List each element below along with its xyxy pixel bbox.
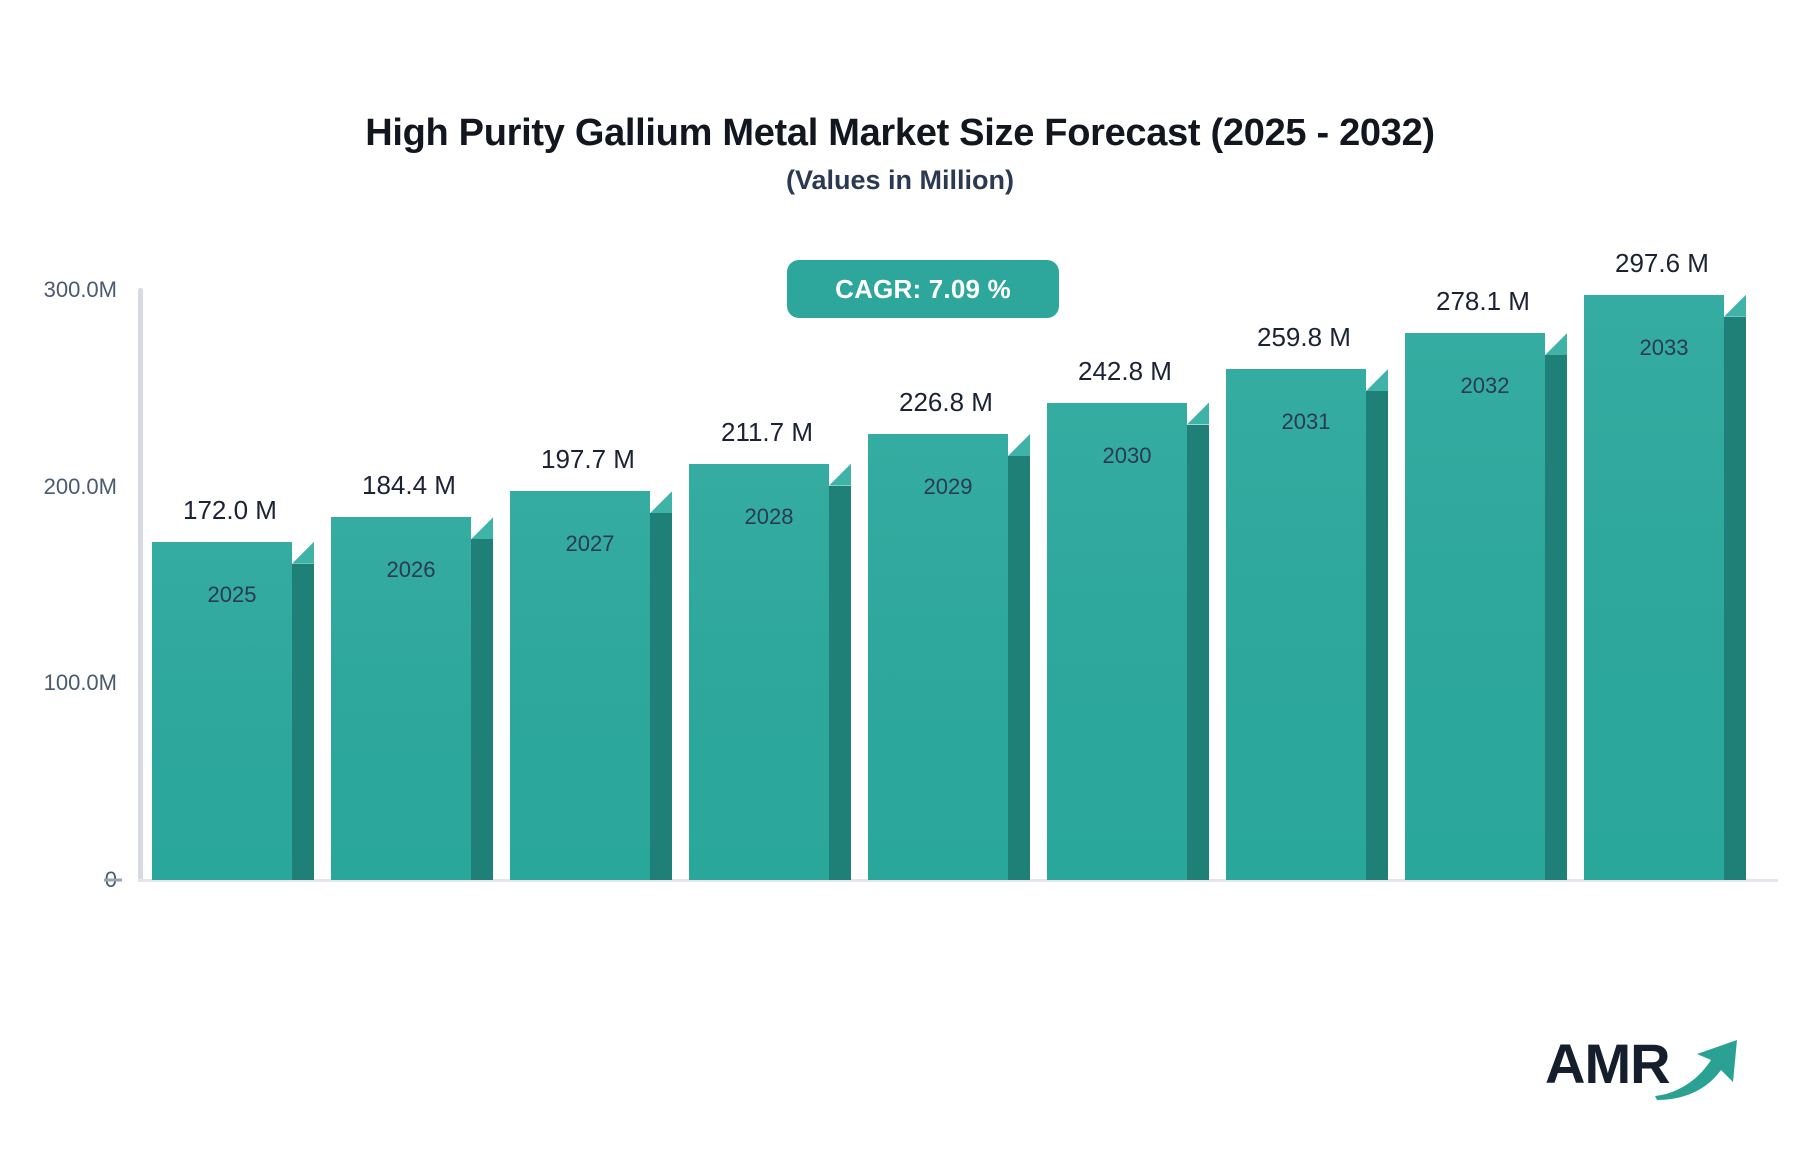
bar-group[interactable]: 172.0 M 2025	[152, 495, 314, 880]
bar-side-face	[292, 563, 314, 880]
y-axis-tick-label: 300.0M	[43, 277, 117, 302]
bar-value-label: 297.6 M	[1615, 247, 1709, 278]
x-axis-line	[138, 879, 1778, 882]
x-axis-tick-label: 2027	[565, 531, 615, 557]
bar-group[interactable]: 184.4 M 2026	[331, 470, 493, 880]
bar-front-face	[868, 433, 1008, 880]
bar-top-face	[1724, 294, 1746, 317]
y-axis-line	[138, 288, 143, 882]
bar-side-face	[829, 485, 851, 880]
x-axis-tick-label: 2032	[1460, 373, 1510, 399]
bar-front-face	[152, 541, 292, 880]
amr-logo-text: AMR	[1545, 1032, 1671, 1095]
bar-side-face	[1545, 355, 1567, 880]
bar-front-face	[1047, 402, 1187, 880]
x-axis-tick-label: 2025	[207, 581, 257, 607]
bar-side-face	[1008, 455, 1030, 880]
bar-front-face	[510, 491, 650, 880]
bar-front-face	[1226, 369, 1366, 880]
y-axis-tick-label: 200.0M	[43, 473, 117, 499]
trend-up-arrow-icon	[1655, 1040, 1737, 1100]
bar-front-face	[1584, 294, 1724, 880]
x-axis-tick-label: 2030	[1102, 442, 1152, 468]
x-axis-tick-label: 2026	[386, 557, 436, 583]
bar-value-label: 197.7 M	[541, 444, 635, 475]
cagr-badge: CAGR: 7.09 %	[787, 260, 1059, 318]
bar-side-face	[1366, 391, 1388, 880]
bar-side-face	[1187, 424, 1209, 880]
bar-side-face	[471, 539, 493, 880]
bar-group[interactable]: 259.8 M 2031	[1226, 322, 1388, 880]
bar-value-label: 226.8 M	[899, 386, 993, 417]
cagr-badge-label: CAGR: 7.09 %	[835, 273, 1011, 304]
bar-side-face	[650, 513, 672, 880]
bar-group[interactable]: 197.7 M 2027	[510, 444, 672, 880]
bar-value-label: 278.1 M	[1436, 286, 1530, 317]
x-axis-tick-label: 2028	[744, 503, 794, 529]
bar-value-label: 184.4 M	[362, 470, 456, 501]
bar-front-face	[689, 463, 829, 880]
chart-title: High Purity Gallium Metal Market Size Fo…	[365, 112, 1435, 154]
bar-front-face	[331, 517, 471, 880]
bar-group[interactable]: 242.8 M 2030	[1047, 356, 1209, 880]
bar-value-label: 242.8 M	[1078, 355, 1172, 386]
amr-logo: AMR	[1545, 1024, 1745, 1104]
bar-group[interactable]: 297.6 M 2033	[1584, 248, 1746, 880]
bar-front-face	[1405, 333, 1545, 880]
bar-group[interactable]: 226.8 M 2029	[868, 387, 1030, 880]
y-axis-tick-mark	[104, 878, 122, 882]
bar-side-face	[1724, 316, 1746, 880]
bar-value-label: 259.8 M	[1257, 322, 1351, 353]
x-axis-tick-label: 2029	[923, 473, 973, 499]
bar-group[interactable]: 278.1 M 2032	[1405, 286, 1567, 880]
y-axis-tick-label: 0	[0, 867, 117, 893]
bar-group[interactable]: 211.7 M 2028	[689, 417, 851, 880]
chart-subtitle: (Values in Million)	[785, 165, 1015, 195]
bar-value-label: 172.0 M	[183, 494, 277, 525]
x-axis-tick-label: 2031	[1281, 409, 1331, 435]
x-axis-tick-label: 2033	[1639, 334, 1689, 360]
y-axis-tick-label: 100.0M	[43, 670, 117, 696]
bar-value-label: 211.7 M	[720, 416, 813, 447]
